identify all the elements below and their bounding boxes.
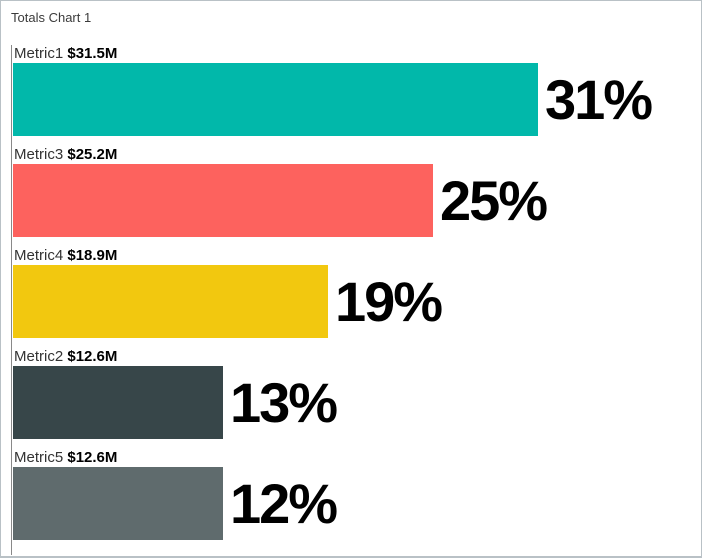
bar-row: Metric2 $12.6M 13% — [12, 348, 701, 439]
percent-label: 25% — [440, 169, 548, 232]
bar-line: 13% — [12, 366, 701, 439]
bar-line: 12% — [12, 467, 701, 540]
bar-row: Metric5 $12.6M 12% — [12, 449, 701, 540]
category-label: Metric4 $18.9M — [14, 247, 701, 264]
bar[interactable] — [13, 467, 223, 540]
category-name: Metric4 — [14, 247, 64, 264]
chart-title: Totals Chart 1 — [11, 10, 92, 25]
bar-row: Metric4 $18.9M 19% — [12, 247, 701, 338]
percent-label: 31% — [545, 68, 653, 131]
category-value: $31.5M — [67, 45, 118, 62]
category-label: Metric2 $12.6M — [14, 348, 701, 365]
category-name: Metric1 — [14, 45, 64, 62]
category-value: $12.6M — [67, 449, 118, 466]
bar-row: Metric3 $25.2M 25% — [12, 146, 701, 237]
category-name: Metric2 — [14, 348, 64, 365]
category-value: $18.9M — [67, 247, 118, 264]
percent-label: 12% — [230, 472, 338, 535]
plot-area: Metric1 $31.5M 31% Metric3 $25.2M 25% Me… — [11, 45, 701, 555]
bar[interactable] — [13, 265, 328, 338]
percent-label: 13% — [230, 371, 338, 434]
category-value: $12.6M — [67, 348, 118, 365]
category-label: Metric5 $12.6M — [14, 449, 701, 466]
category-name: Metric3 — [14, 146, 64, 163]
bar[interactable] — [13, 366, 223, 439]
bar[interactable] — [13, 164, 433, 237]
bar-row: Metric1 $31.5M 31% — [12, 45, 701, 136]
category-label: Metric3 $25.2M — [14, 146, 701, 163]
bar[interactable] — [13, 63, 538, 136]
category-label: Metric1 $31.5M — [14, 45, 701, 62]
bar-line: 25% — [12, 164, 701, 237]
category-name: Metric5 — [14, 449, 64, 466]
bar-line: 19% — [12, 265, 701, 338]
bar-line: 31% — [12, 63, 701, 136]
percent-label: 19% — [335, 270, 443, 333]
category-value: $25.2M — [67, 146, 118, 163]
